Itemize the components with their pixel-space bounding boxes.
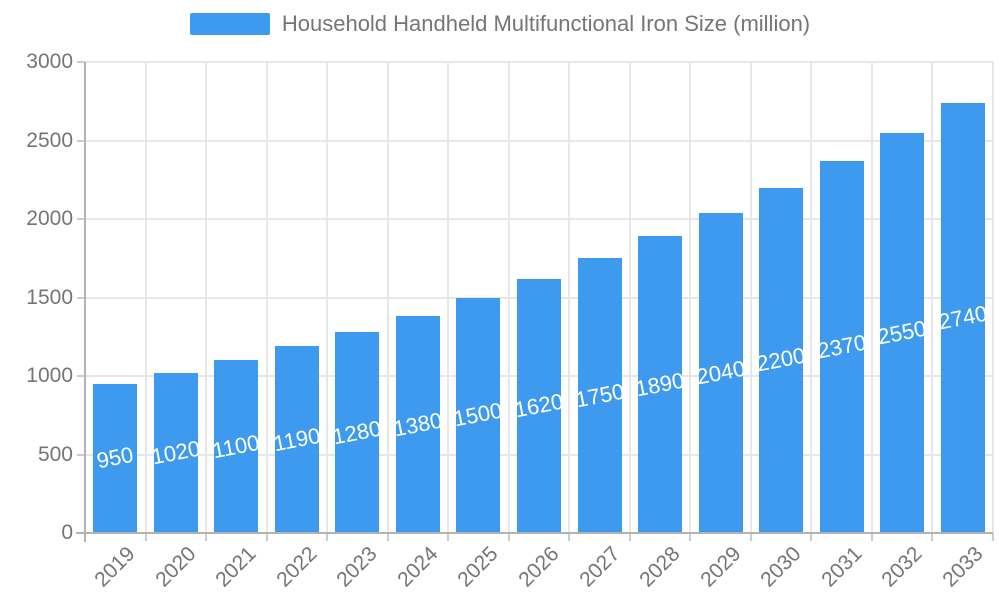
x-tick-mark bbox=[628, 533, 631, 541]
bar[interactable] bbox=[940, 102, 985, 532]
x-grid-line bbox=[689, 62, 692, 533]
x-tick-mark bbox=[205, 533, 208, 541]
x-grid-line bbox=[144, 62, 147, 533]
y-grid-line bbox=[85, 139, 993, 142]
bar[interactable] bbox=[456, 297, 501, 532]
y-grid-line bbox=[85, 218, 993, 220]
bar[interactable] bbox=[638, 236, 683, 532]
bar[interactable] bbox=[153, 372, 198, 532]
x-tick-label: 2027 bbox=[574, 542, 625, 592]
bar[interactable] bbox=[880, 132, 925, 532]
x-tick-mark bbox=[870, 533, 873, 541]
x-grid-line bbox=[870, 62, 873, 533]
y-tick-label: 2500 bbox=[26, 128, 73, 152]
bar[interactable] bbox=[214, 360, 259, 532]
bar[interactable] bbox=[335, 332, 380, 532]
x-tick-mark bbox=[810, 533, 813, 541]
x-axis-line bbox=[76, 532, 993, 534]
y-tick-mark bbox=[77, 139, 85, 142]
x-tick-label: 2032 bbox=[877, 542, 927, 592]
x-grid-line bbox=[326, 62, 329, 533]
bar[interactable] bbox=[395, 316, 440, 532]
y-tick-mark bbox=[77, 218, 85, 220]
legend-swatch bbox=[189, 13, 270, 35]
x-tick-mark bbox=[992, 533, 994, 541]
y-tick-mark bbox=[77, 453, 85, 456]
bar[interactable] bbox=[93, 383, 138, 532]
y-grid-line bbox=[85, 61, 993, 63]
x-tick-label: 2023 bbox=[332, 542, 382, 592]
bar[interactable] bbox=[517, 278, 561, 532]
legend[interactable]: Household Handheld Multifunctional Iron … bbox=[0, 0, 1000, 48]
y-tick-label: 2000 bbox=[26, 207, 73, 230]
x-tick-mark bbox=[447, 533, 450, 541]
y-tick-label: 1500 bbox=[26, 285, 73, 309]
y-tick-mark bbox=[77, 61, 85, 63]
x-tick-mark bbox=[568, 533, 571, 541]
y-tick-mark bbox=[77, 296, 85, 299]
x-tick-mark bbox=[144, 533, 147, 541]
x-tick-mark bbox=[689, 533, 692, 541]
x-tick-label: 2026 bbox=[514, 542, 564, 592]
bar[interactable] bbox=[759, 187, 804, 532]
x-tick-mark bbox=[386, 533, 389, 541]
x-tick-label: 2020 bbox=[151, 542, 201, 592]
x-grid-line bbox=[265, 62, 268, 533]
x-tick-label: 2028 bbox=[635, 542, 685, 592]
x-tick-mark bbox=[507, 533, 510, 541]
bar[interactable] bbox=[698, 212, 743, 532]
x-tick-label: 2033 bbox=[937, 542, 988, 592]
x-grid-line bbox=[992, 62, 994, 533]
x-tick-label: 2024 bbox=[393, 542, 443, 592]
x-grid-line bbox=[810, 62, 813, 533]
x-grid-line bbox=[447, 62, 450, 533]
x-tick-label: 2025 bbox=[453, 542, 504, 592]
x-grid-line bbox=[568, 62, 571, 533]
x-grid-line bbox=[205, 62, 208, 533]
x-tick-label: 2019 bbox=[90, 542, 140, 592]
x-tick-mark bbox=[326, 533, 329, 541]
x-grid-line bbox=[749, 62, 752, 533]
y-tick-mark bbox=[77, 375, 85, 377]
x-tick-mark bbox=[749, 533, 752, 541]
x-grid-line bbox=[507, 62, 510, 533]
x-tick-label: 2029 bbox=[695, 542, 746, 592]
bar[interactable] bbox=[274, 346, 319, 532]
x-tick-label: 2021 bbox=[211, 542, 261, 592]
x-tick-label: 2030 bbox=[756, 542, 806, 592]
bar[interactable] bbox=[819, 160, 864, 532]
x-grid-line bbox=[931, 62, 934, 533]
x-tick-label: 2031 bbox=[816, 542, 867, 592]
x-tick-label: 2022 bbox=[272, 542, 322, 592]
legend-label: Household Handheld Multifunctional Iron … bbox=[281, 11, 811, 36]
x-tick-mark bbox=[265, 533, 268, 541]
y-tick-label: 0 bbox=[61, 521, 73, 544]
x-grid-line bbox=[386, 62, 389, 533]
y-tick-label: 500 bbox=[37, 442, 73, 466]
y-tick-label: 3000 bbox=[26, 50, 73, 73]
x-tick-mark bbox=[931, 533, 934, 541]
y-tick-label: 1000 bbox=[26, 364, 73, 387]
x-grid-line bbox=[628, 62, 631, 533]
bar[interactable] bbox=[577, 258, 622, 532]
y-axis-line bbox=[84, 62, 86, 542]
